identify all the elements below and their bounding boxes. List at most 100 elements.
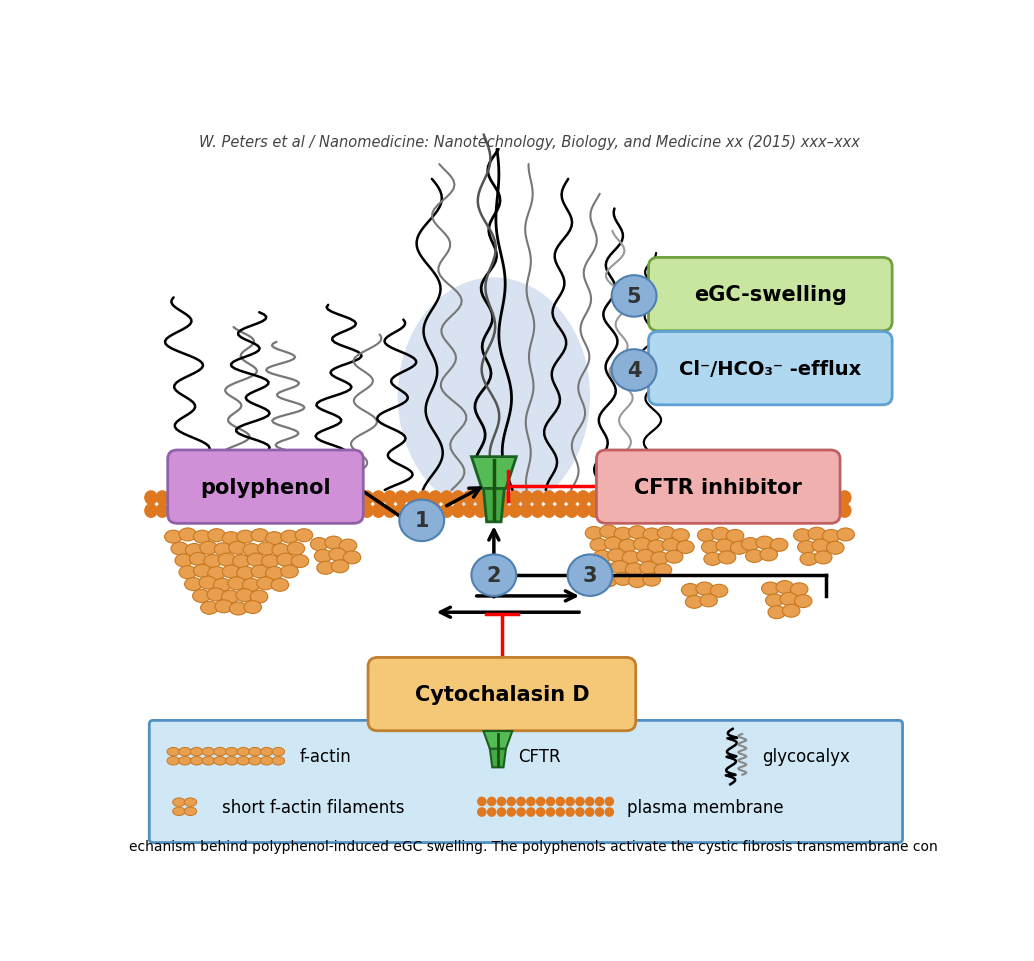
Ellipse shape bbox=[477, 807, 487, 817]
Ellipse shape bbox=[237, 567, 254, 579]
Text: eGC-swelling: eGC-swelling bbox=[694, 284, 847, 305]
Ellipse shape bbox=[808, 528, 825, 541]
Ellipse shape bbox=[360, 504, 374, 518]
Ellipse shape bbox=[812, 539, 829, 553]
Ellipse shape bbox=[166, 504, 181, 518]
Ellipse shape bbox=[192, 590, 210, 603]
Ellipse shape bbox=[417, 504, 431, 518]
Text: CFTR: CFTR bbox=[518, 748, 560, 765]
Ellipse shape bbox=[185, 578, 202, 591]
Ellipse shape bbox=[218, 554, 236, 566]
Text: glycocalyx: glycocalyx bbox=[762, 748, 850, 765]
Ellipse shape bbox=[215, 601, 233, 613]
Ellipse shape bbox=[724, 504, 738, 518]
Ellipse shape bbox=[647, 540, 665, 554]
Ellipse shape bbox=[780, 593, 797, 605]
Ellipse shape bbox=[371, 504, 386, 518]
Ellipse shape bbox=[662, 539, 679, 552]
Ellipse shape bbox=[546, 797, 555, 806]
Ellipse shape bbox=[281, 530, 298, 544]
Ellipse shape bbox=[656, 504, 670, 518]
Ellipse shape bbox=[235, 491, 249, 505]
Ellipse shape bbox=[686, 596, 703, 608]
Ellipse shape bbox=[271, 579, 288, 592]
Ellipse shape bbox=[398, 278, 590, 515]
Ellipse shape bbox=[815, 552, 832, 564]
Ellipse shape bbox=[838, 491, 852, 505]
Ellipse shape bbox=[269, 504, 283, 518]
Ellipse shape bbox=[242, 579, 260, 592]
Ellipse shape bbox=[193, 530, 211, 544]
Ellipse shape bbox=[222, 565, 240, 579]
Ellipse shape bbox=[542, 504, 556, 518]
FancyBboxPatch shape bbox=[149, 721, 903, 843]
Ellipse shape bbox=[600, 575, 617, 587]
Text: 1: 1 bbox=[415, 511, 429, 530]
Ellipse shape bbox=[690, 491, 704, 505]
Ellipse shape bbox=[605, 807, 614, 817]
Ellipse shape bbox=[451, 491, 465, 505]
Ellipse shape bbox=[837, 529, 854, 541]
Ellipse shape bbox=[747, 491, 761, 505]
Ellipse shape bbox=[178, 491, 192, 505]
Ellipse shape bbox=[237, 748, 249, 756]
Ellipse shape bbox=[651, 553, 669, 565]
Ellipse shape bbox=[428, 491, 443, 505]
Ellipse shape bbox=[781, 491, 795, 505]
Ellipse shape bbox=[698, 530, 714, 542]
Text: 2: 2 bbox=[487, 566, 501, 585]
Ellipse shape bbox=[546, 807, 555, 817]
Ellipse shape bbox=[507, 807, 516, 817]
Ellipse shape bbox=[508, 504, 522, 518]
Ellipse shape bbox=[735, 491, 750, 505]
FancyBboxPatch shape bbox=[648, 259, 892, 332]
Ellipse shape bbox=[633, 491, 647, 505]
Ellipse shape bbox=[666, 551, 682, 563]
Ellipse shape bbox=[555, 797, 566, 806]
Ellipse shape bbox=[724, 491, 738, 505]
Ellipse shape bbox=[516, 807, 526, 817]
Ellipse shape bbox=[348, 504, 363, 518]
Ellipse shape bbox=[655, 564, 672, 577]
Ellipse shape bbox=[337, 491, 352, 505]
Ellipse shape bbox=[225, 756, 238, 765]
Ellipse shape bbox=[178, 504, 192, 518]
Ellipse shape bbox=[553, 504, 568, 518]
Ellipse shape bbox=[237, 530, 254, 544]
Ellipse shape bbox=[769, 504, 784, 518]
Ellipse shape bbox=[261, 748, 273, 756]
Ellipse shape bbox=[405, 491, 420, 505]
Ellipse shape bbox=[144, 504, 158, 518]
Ellipse shape bbox=[272, 756, 284, 765]
Ellipse shape bbox=[487, 797, 496, 806]
Ellipse shape bbox=[590, 539, 608, 552]
Ellipse shape bbox=[710, 584, 728, 598]
Ellipse shape bbox=[266, 532, 283, 545]
Ellipse shape bbox=[251, 530, 269, 542]
Ellipse shape bbox=[281, 565, 298, 579]
Ellipse shape bbox=[794, 530, 811, 542]
Text: echanism behind polyphenol-induced eGC swelling. The polyphenols activate the cy: echanism behind polyphenol-induced eGC s… bbox=[129, 839, 938, 853]
Ellipse shape bbox=[257, 491, 272, 505]
Ellipse shape bbox=[331, 560, 348, 573]
Ellipse shape bbox=[277, 554, 295, 566]
Ellipse shape bbox=[621, 491, 636, 505]
Ellipse shape bbox=[803, 491, 818, 505]
Ellipse shape bbox=[575, 797, 585, 806]
Ellipse shape bbox=[633, 504, 647, 518]
Ellipse shape bbox=[610, 491, 625, 505]
Ellipse shape bbox=[439, 491, 454, 505]
Ellipse shape bbox=[530, 491, 545, 505]
Ellipse shape bbox=[594, 551, 611, 563]
Ellipse shape bbox=[826, 542, 844, 554]
Ellipse shape bbox=[202, 756, 215, 765]
Ellipse shape bbox=[758, 491, 772, 505]
Ellipse shape bbox=[417, 491, 431, 505]
Ellipse shape bbox=[701, 504, 716, 518]
Ellipse shape bbox=[343, 552, 361, 564]
Ellipse shape bbox=[221, 591, 239, 604]
Ellipse shape bbox=[640, 562, 658, 575]
Ellipse shape bbox=[213, 579, 231, 592]
Ellipse shape bbox=[229, 542, 246, 554]
Ellipse shape bbox=[701, 491, 716, 505]
